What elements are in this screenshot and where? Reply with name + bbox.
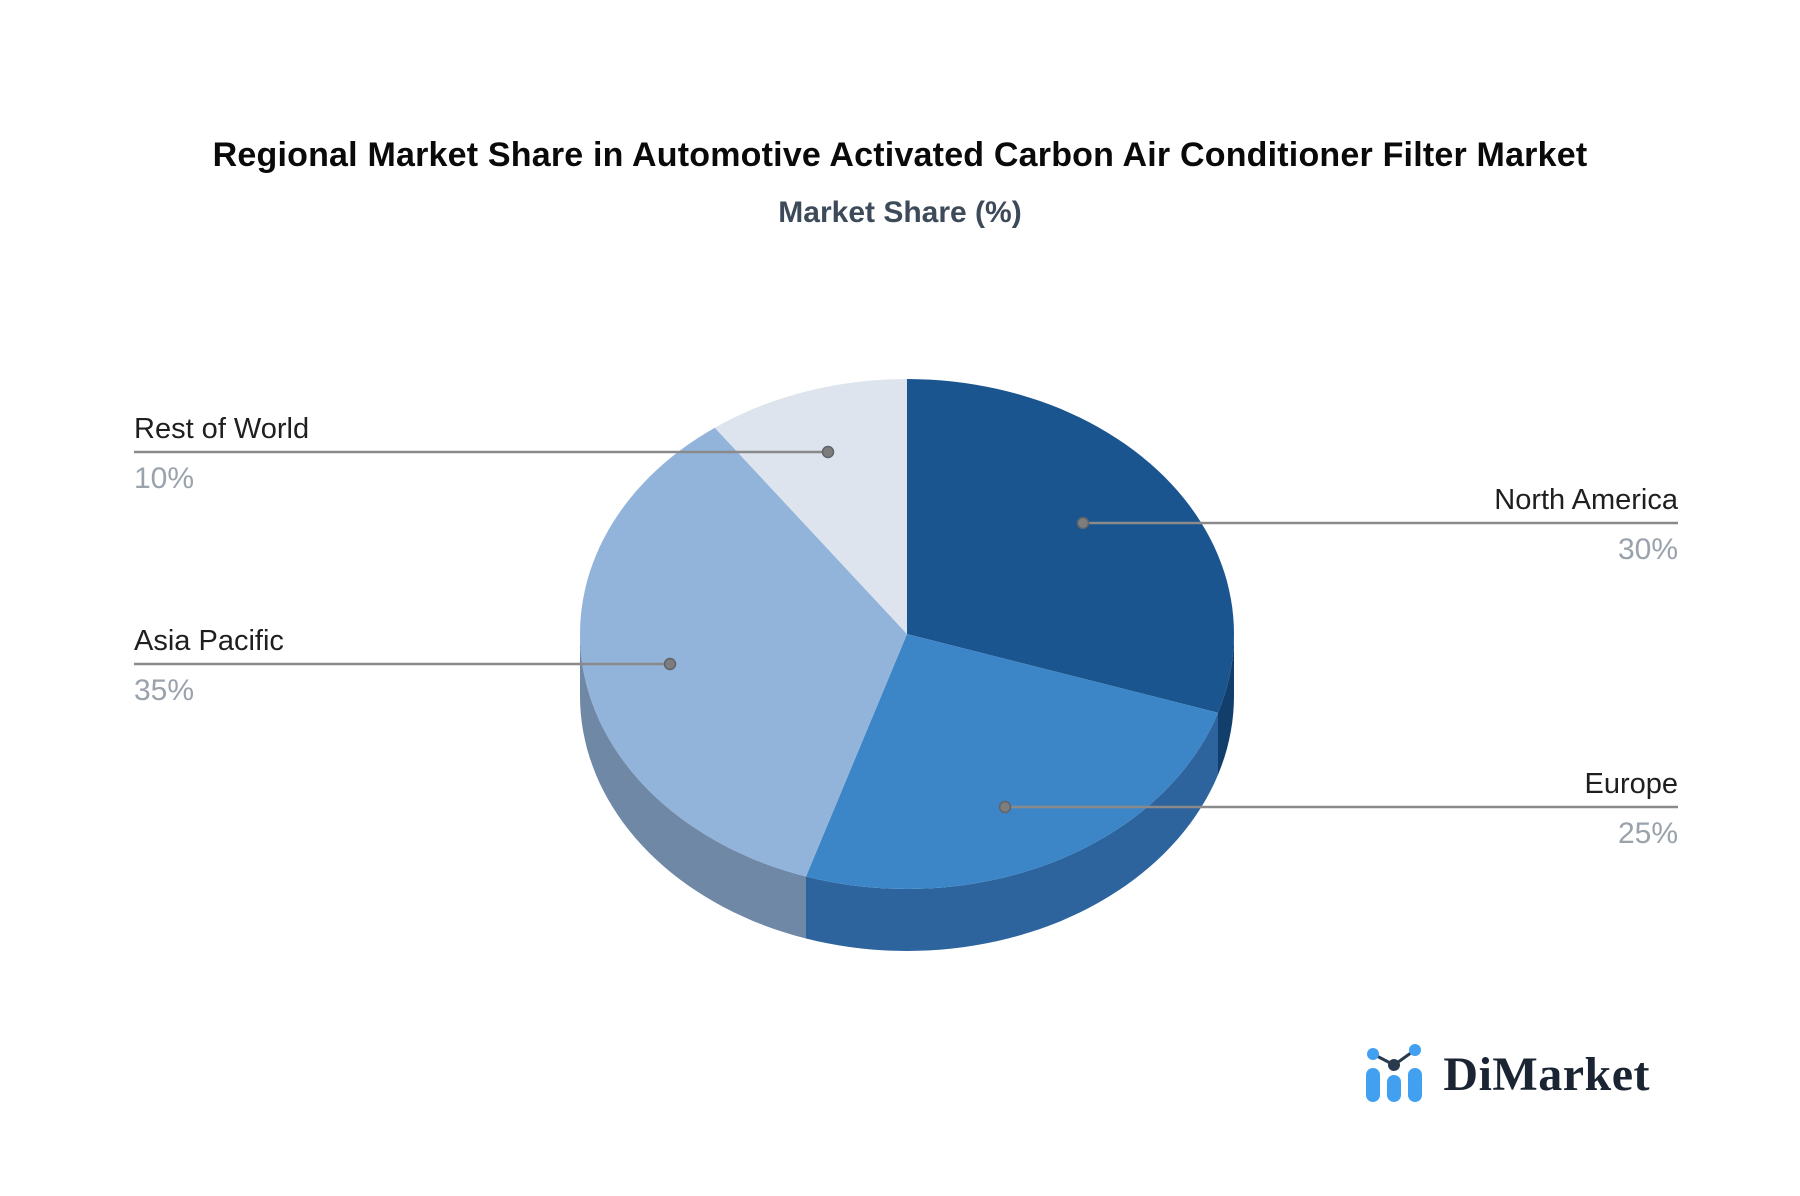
brand-name: DiMarket — [1443, 1048, 1650, 1101]
leader-dot-north-america — [1076, 516, 1090, 530]
pie-slice-side-north-america — [1218, 634, 1234, 775]
slice-name: Asia Pacific — [134, 625, 284, 657]
slice-percentage: 10% — [134, 462, 195, 495]
chart-subtitle: Market Share (%) — [778, 196, 1022, 229]
slice-name: Rest of World — [134, 413, 310, 445]
chart-title: Regional Market Share in Automotive Acti… — [212, 136, 1588, 174]
brand-logo: DiMarket — [1363, 1044, 1650, 1106]
slice-name: Europe — [1584, 768, 1678, 800]
leader-dot-europe — [998, 800, 1012, 814]
slice-percentage: 25% — [1617, 817, 1678, 850]
pie-slice-europe[interactable] — [806, 634, 1218, 889]
pie-slice-rest-of-world[interactable] — [714, 379, 907, 634]
leader-dot-rest-of-world — [821, 445, 835, 459]
slice-label-rest-of-world: Rest of World 10% — [134, 410, 694, 498]
slice-percentage: 30% — [1617, 533, 1678, 566]
pie-slice-side-europe — [806, 712, 1218, 951]
pie-slice-asia-pacific[interactable] — [580, 427, 907, 877]
slice-label-europe: Europe 25% — [1118, 765, 1678, 853]
pie-slice-north-america[interactable] — [907, 379, 1234, 713]
slice-name: North America — [1494, 484, 1678, 516]
slice-label-asia-pacific: Asia Pacific 35% — [134, 622, 694, 710]
slice-label-north-america: North America 30% — [1118, 481, 1678, 569]
dimarket-logo-icon — [1366, 1044, 1423, 1102]
leader-dot-asia-pacific — [663, 657, 677, 671]
pie-slice-side-asia-pacific — [580, 634, 806, 939]
slice-percentage: 35% — [134, 674, 195, 707]
